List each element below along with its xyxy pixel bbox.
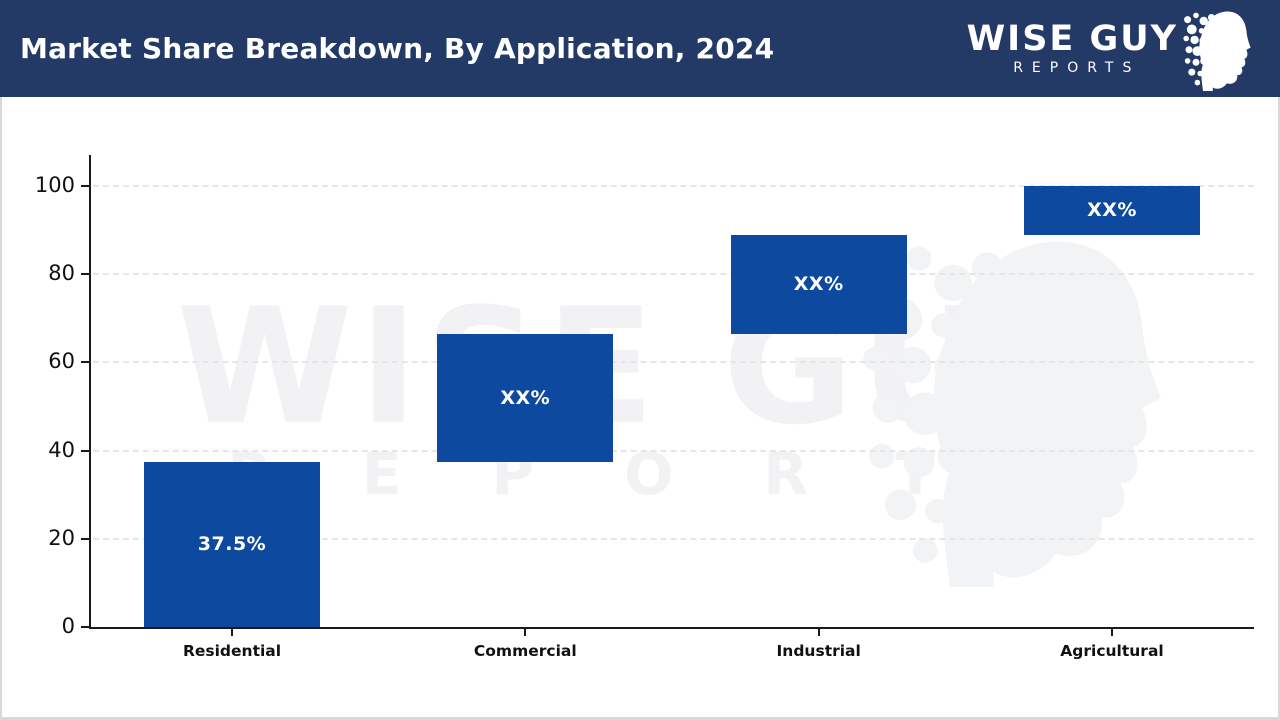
header-bar: Market Share Breakdown, By Application, … (0, 0, 1280, 97)
gridline-20 (93, 537, 1254, 540)
ytick-label-20: 20 (48, 525, 75, 550)
bar-agricultural: XX% (1024, 186, 1200, 235)
xtick-mark-commercial (524, 629, 527, 636)
xtick-label-residential: Residential (182, 642, 282, 660)
ytick-mark-60 (81, 361, 89, 364)
bar-value-label-residential: 37.5% (197, 533, 267, 556)
ytick-mark-80 (81, 273, 89, 276)
logo-wordmark: WISE GUY (966, 18, 1178, 59)
xtick-mark-agricultural (1111, 629, 1113, 636)
bar-residential: 37.5% (144, 461, 320, 627)
wise-guy-logo: WISE GUY REPORTS (967, 7, 1260, 91)
xtick-label-commercial: Commercial (473, 642, 577, 660)
gridline-80 (93, 273, 1254, 276)
gridline-40 (93, 449, 1254, 452)
xtick-mark-industrial (817, 629, 820, 636)
xtick-label-industrial: Industrial (776, 642, 861, 660)
bar-value-label-agricultural: XX% (1087, 199, 1137, 222)
x-axis-spine (89, 627, 1254, 629)
bar-value-label-commercial: XX% (500, 386, 551, 409)
y-axis-spine (89, 155, 91, 629)
dotted-head-logo-icon (1183, 11, 1251, 91)
ytick-mark-40 (81, 449, 89, 452)
logo-text: WISE GUY REPORTS (966, 18, 1178, 76)
ytick-label-60: 60 (48, 349, 75, 374)
xtick-label-agricultural: Agricultural (1060, 642, 1164, 660)
ytick-mark-100 (81, 185, 89, 187)
ytick-label-40: 40 (48, 437, 75, 462)
bar-value-label-industrial: XX% (793, 273, 844, 296)
chart-area: WISE GUY REPORTS 0 20 40 60 80 100 37.5% Reside… (0, 97, 1280, 720)
watermark-dotted-head-icon (863, 241, 1161, 587)
logo-subtext: REPORTS (1013, 59, 1141, 76)
ytick-label-100: 100 (34, 173, 75, 197)
bar-industrial: XX% (730, 234, 907, 334)
bar-commercial: XX% (437, 333, 614, 462)
ytick-mark-20 (81, 537, 89, 540)
ytick-label-80: 80 (48, 261, 75, 286)
plot-region: 0 20 40 60 80 100 37.5% Residential XX% Commercia… (2, 97, 1278, 717)
gridline-100 (93, 185, 1254, 187)
ytick-mark-0 (81, 626, 89, 628)
xtick-mark-residential (231, 629, 233, 636)
ytick-label-0: 0 (61, 614, 75, 638)
chart-title: Market Share Breakdown, By Application, … (20, 32, 775, 65)
gridline-60 (93, 361, 1254, 364)
